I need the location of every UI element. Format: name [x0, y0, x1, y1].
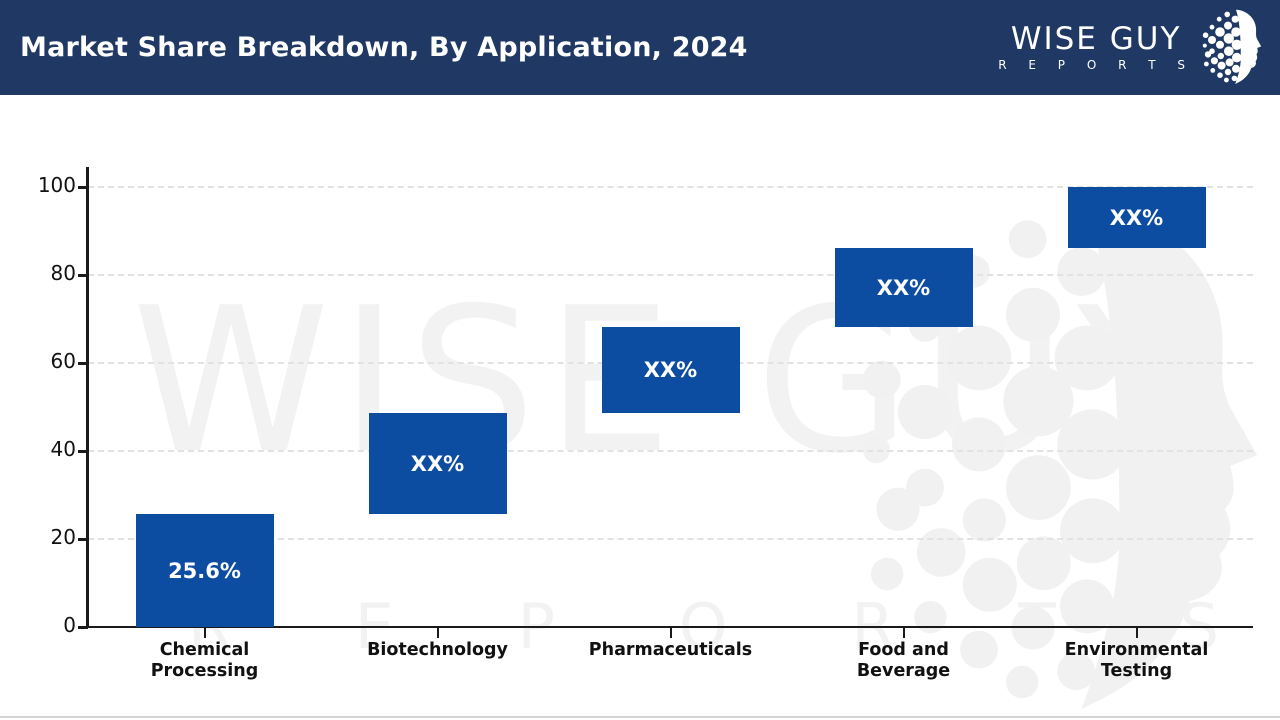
brand-logo-text: WISE GUY R E P O R T S: [998, 21, 1194, 72]
y-axis-line: [86, 167, 89, 628]
brand-name: WISE GUY: [1010, 21, 1182, 57]
y-tick-label: 60: [50, 349, 76, 373]
x-tick: [203, 628, 206, 638]
wiseguy-head-icon: [1202, 9, 1262, 84]
y-gridline: [88, 538, 1253, 540]
bar-value-label: XX%: [410, 451, 465, 476]
y-gridline: [88, 450, 1253, 452]
y-tick-label: 80: [50, 261, 76, 285]
y-gridline: [88, 274, 1253, 276]
y-tick-label: 40: [50, 437, 76, 461]
bar-value-label: XX%: [876, 275, 931, 300]
bar-value-label: XX%: [643, 358, 698, 383]
brand-logo: WISE GUY R E P O R T S: [998, 8, 1266, 88]
y-tick-label: 20: [50, 525, 76, 549]
bar-value-label: 25.6%: [168, 558, 241, 583]
bar: XX%: [368, 413, 507, 515]
y-tick-label: 100: [37, 173, 76, 197]
brand-subtitle: R E P O R T S: [998, 58, 1194, 72]
x-tick: [436, 628, 439, 638]
bar: XX%: [1067, 187, 1206, 249]
x-tick: [902, 628, 905, 638]
chart-title: Market Share Breakdown, By Application, …: [20, 32, 748, 63]
y-tick: [78, 538, 88, 541]
y-tick-label: 0: [63, 613, 76, 637]
footer-divider: [0, 716, 1280, 718]
bar: XX%: [601, 326, 740, 414]
x-tick: [1135, 628, 1138, 638]
x-tick: [669, 628, 672, 638]
y-gridline: [88, 186, 1253, 188]
bar: XX%: [834, 248, 973, 327]
bar-value-label: XX%: [1109, 205, 1164, 230]
x-category-label: Environmental Testing: [1064, 640, 1209, 682]
y-tick: [78, 450, 88, 453]
x-category-label: Biotechnology: [367, 640, 508, 660]
y-tick: [78, 362, 88, 365]
y-tick: [78, 274, 88, 277]
x-category-label: Pharmaceuticals: [588, 640, 753, 660]
header-bar: Market Share Breakdown, By Application, …: [0, 0, 1280, 95]
x-category-label: Chemical Processing: [150, 640, 259, 682]
y-tick: [78, 186, 88, 189]
x-category-label: Food and Beverage: [856, 640, 951, 682]
x-axis-line: [85, 625, 1253, 628]
bar: 25.6%: [135, 514, 274, 627]
y-tick: [78, 626, 88, 629]
